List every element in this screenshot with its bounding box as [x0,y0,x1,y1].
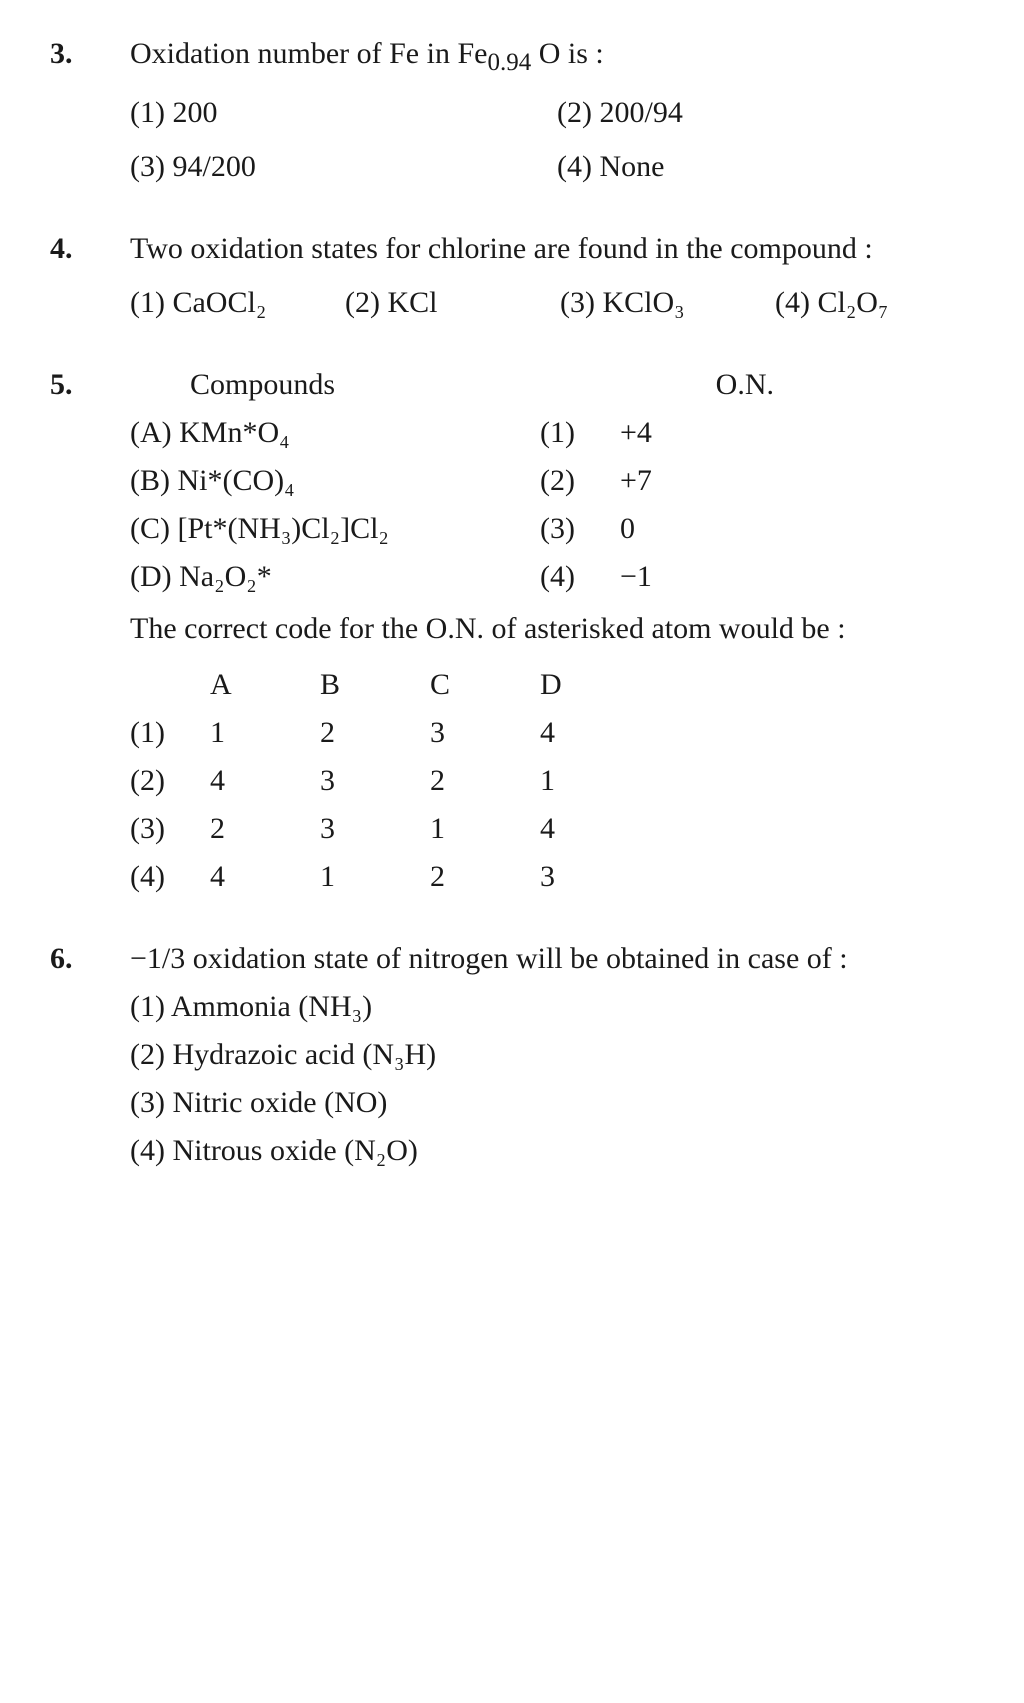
match-header-right: O.N. [716,361,774,409]
codes-val: 4 [540,709,650,757]
option-3[interactable]: (3) KClO₃ [560,279,769,327]
match-compound: (C) [Pt*(NH₃)Cl₂]Cl₂ [130,505,540,553]
match-code-num: (3) [540,505,620,553]
codes-option-2[interactable]: (2) 4 3 2 1 [130,757,984,805]
option-3[interactable]: (3) 94/200 [130,143,557,191]
codes-val: 1 [430,805,540,853]
codes-val: 2 [320,709,430,757]
codes-val: 4 [540,805,650,853]
match-code-num: (4) [540,553,620,601]
codes-lead: (3) [130,805,210,853]
option-grid: (1) 200 (2) 200/94 (3) 94/200 (4) None [130,89,984,191]
match-on-value: +7 [620,457,984,505]
question-body: Oxidation number of Fe in Fe0.94 O is : … [130,30,984,191]
option-4[interactable]: (4) Nitrous oxide (N₂O) [130,1127,984,1175]
match-header-left: Compounds [130,361,335,409]
match-compound: (D) Na₂O₂* [130,553,540,601]
option-4[interactable]: (4) None [557,143,984,191]
codes-header-row: A B C D [130,661,984,709]
codes-blank [130,661,210,709]
codes-option-3[interactable]: (3) 2 3 1 4 [130,805,984,853]
option-1[interactable]: (1) 200 [130,89,557,137]
question-6: 6. −1/3 oxidation state of nitrogen will… [50,935,984,1175]
codes-col-a: A [210,661,320,709]
question-stem: Oxidation number of Fe in Fe0.94 O is : [130,30,984,83]
match-row-a: (A) KMn*O₄ (1) +4 [130,409,984,457]
match-on-value: −1 [620,553,984,601]
option-list: (1) Ammonia (NH₃) (2) Hydrazoic acid (N₃… [130,983,984,1175]
question-body: −1/3 oxidation state of nitrogen will be… [130,935,984,1175]
question-number: 3. [50,30,130,191]
option-4[interactable]: (4) Cl₂O₇ [775,279,984,327]
question-number: 4. [50,225,130,327]
codes-val: 3 [320,805,430,853]
match-compound: (A) KMn*O₄ [130,409,540,457]
codes-table: A B C D (1) 1 2 3 4 (2) 4 3 2 1 [130,661,984,901]
match-on-value: +4 [620,409,984,457]
codes-val: 3 [540,853,650,901]
match-compound: (B) Ni*(CO)₄ [130,457,540,505]
codes-val: 2 [430,757,540,805]
codes-option-1[interactable]: (1) 1 2 3 4 [130,709,984,757]
match-code-num: (1) [540,409,620,457]
option-2[interactable]: (2) KCl [345,279,554,327]
codes-val: 1 [540,757,650,805]
codes-col-b: B [320,661,430,709]
question-stem: −1/3 oxidation state of nitrogen will be… [130,935,984,983]
option-2[interactable]: (2) Hydrazoic acid (N₃H) [130,1031,984,1079]
codes-val: 1 [320,853,430,901]
option-3[interactable]: (3) Nitric oxide (NO) [130,1079,984,1127]
question-5: 5. Compounds O.N. (A) KMn*O₄ (1) +4 (B) … [50,361,984,901]
match-header: Compounds O.N. [130,361,984,409]
question-body: Compounds O.N. (A) KMn*O₄ (1) +4 (B) Ni*… [130,361,984,901]
match-on-value: 0 [620,505,984,553]
option-2[interactable]: (2) 200/94 [557,89,984,137]
codes-lead: (1) [130,709,210,757]
codes-val: 3 [320,757,430,805]
match-row-c: (C) [Pt*(NH₃)Cl₂]Cl₂ (3) 0 [130,505,984,553]
question-number: 6. [50,935,130,1175]
question-body: Two oxidation states for chlorine are fo… [130,225,984,327]
option-grid: (1) CaOCl₂ (2) KCl (3) KClO₃ (4) Cl₂O₇ [130,279,984,327]
question-3: 3. Oxidation number of Fe in Fe0.94 O is… [50,30,984,191]
match-code-num: (2) [540,457,620,505]
codes-val: 2 [210,805,320,853]
codes-col-d: D [540,661,650,709]
question-4: 4. Two oxidation states for chlorine are… [50,225,984,327]
question-number: 5. [50,361,130,901]
page: 3. Oxidation number of Fe in Fe0.94 O is… [0,0,1024,1269]
codes-val: 2 [430,853,540,901]
option-1[interactable]: (1) CaOCl₂ [130,279,339,327]
option-1[interactable]: (1) Ammonia (NH₃) [130,983,984,1031]
codes-val: 4 [210,853,320,901]
question-tail: The correct code for the O.N. of asteris… [130,605,984,653]
codes-option-4[interactable]: (4) 4 1 2 3 [130,853,984,901]
codes-lead: (4) [130,853,210,901]
codes-col-c: C [430,661,540,709]
codes-val: 4 [210,757,320,805]
match-row-b: (B) Ni*(CO)₄ (2) +7 [130,457,984,505]
codes-val: 3 [430,709,540,757]
codes-val: 1 [210,709,320,757]
match-row-d: (D) Na₂O₂* (4) −1 [130,553,984,601]
question-stem: Two oxidation states for chlorine are fo… [130,225,984,273]
codes-lead: (2) [130,757,210,805]
